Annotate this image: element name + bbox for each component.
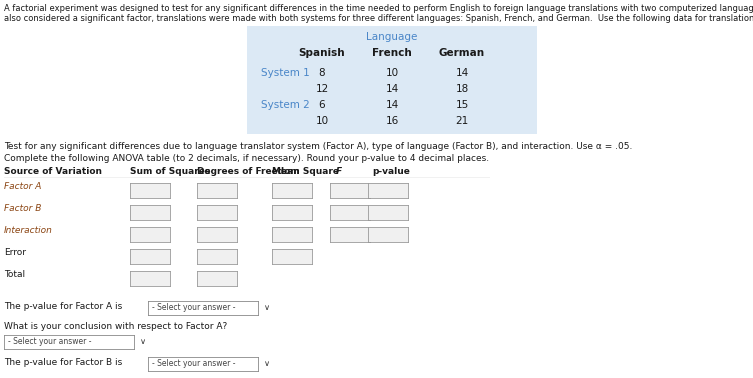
Text: 10: 10: [386, 68, 398, 78]
Text: Factor A: Factor A: [4, 182, 41, 191]
Text: 6: 6: [319, 100, 325, 110]
Text: Sum of Squares: Sum of Squares: [130, 167, 210, 176]
Text: Language: Language: [366, 32, 418, 42]
Text: 21: 21: [456, 116, 468, 126]
Text: ∨: ∨: [264, 359, 270, 368]
Text: What is your conclusion with respect to Factor A?: What is your conclusion with respect to …: [4, 322, 227, 331]
Text: Source of Variation: Source of Variation: [4, 167, 102, 176]
Text: Factor B: Factor B: [4, 204, 41, 213]
Text: 12: 12: [316, 84, 328, 94]
Text: German: German: [439, 48, 485, 58]
Text: 14: 14: [456, 68, 468, 78]
Text: French: French: [372, 48, 412, 58]
Text: The p-value for Factor A is: The p-value for Factor A is: [4, 302, 122, 311]
Text: 14: 14: [386, 84, 398, 94]
Text: - Select your answer -: - Select your answer -: [8, 337, 92, 346]
Text: ∨: ∨: [264, 303, 270, 312]
Text: System 1: System 1: [261, 68, 309, 78]
Text: ∨: ∨: [140, 337, 146, 346]
Text: The p-value for Factor B is: The p-value for Factor B is: [4, 358, 122, 367]
Text: Spanish: Spanish: [299, 48, 346, 58]
Text: Total: Total: [4, 270, 25, 279]
Text: 8: 8: [319, 68, 325, 78]
Text: p-value: p-value: [372, 167, 410, 176]
Text: A factorial experiment was designed to test for any significant differences in t: A factorial experiment was designed to t…: [4, 4, 753, 13]
Text: Error: Error: [4, 248, 26, 257]
Text: 14: 14: [386, 100, 398, 110]
Text: 16: 16: [386, 116, 398, 126]
Text: Degrees of Freedom: Degrees of Freedom: [197, 167, 300, 176]
Text: Complete the following ANOVA table (to 2 decimals, if necessary). Round your p-v: Complete the following ANOVA table (to 2…: [4, 154, 489, 163]
Text: System 2: System 2: [261, 100, 309, 110]
Text: - Select your answer -: - Select your answer -: [152, 303, 236, 312]
Text: Test for any significant differences due to language translator system (Factor A: Test for any significant differences due…: [4, 142, 633, 151]
Text: Interaction: Interaction: [4, 226, 53, 235]
Text: Mean Square: Mean Square: [272, 167, 339, 176]
Text: F: F: [336, 167, 342, 176]
Text: 15: 15: [456, 100, 468, 110]
Text: - Select your answer -: - Select your answer -: [152, 359, 236, 368]
Text: 10: 10: [316, 116, 328, 126]
Text: 18: 18: [456, 84, 468, 94]
Text: also considered a significant factor, translations were made with both systems f: also considered a significant factor, tr…: [4, 14, 753, 23]
